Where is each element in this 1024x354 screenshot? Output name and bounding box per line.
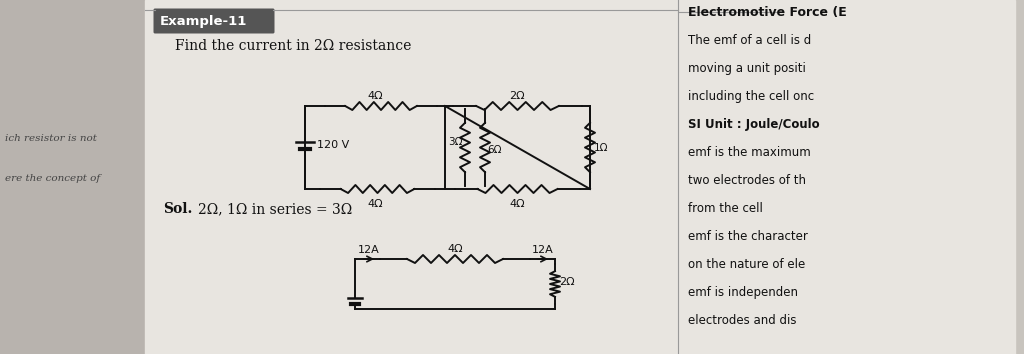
Bar <box>0 0 145 354</box>
Text: 1Ω: 1Ω <box>594 143 608 153</box>
Text: Example-11: Example-11 <box>160 15 248 28</box>
Text: electrodes and dis: electrodes and dis <box>688 314 797 327</box>
Bar <box>145 0 1015 354</box>
Text: ich resistor is not: ich resistor is not <box>5 134 97 143</box>
Text: 3Ω: 3Ω <box>449 137 463 147</box>
Text: 120 V: 120 V <box>317 140 349 150</box>
Text: 12A: 12A <box>358 245 380 255</box>
Text: 12A: 12A <box>532 245 554 255</box>
Text: ere the concept of: ere the concept of <box>5 174 100 183</box>
Text: emf is the character: emf is the character <box>688 230 808 243</box>
Text: on the nature of ele: on the nature of ele <box>688 258 805 271</box>
Text: Electromotive Force (E: Electromotive Force (E <box>688 6 847 19</box>
Text: from the cell: from the cell <box>688 202 763 215</box>
FancyBboxPatch shape <box>154 8 274 34</box>
Text: two electrodes of th: two electrodes of th <box>688 174 806 187</box>
Text: Sol.: Sol. <box>163 202 193 216</box>
Text: Find the current in 2Ω resistance: Find the current in 2Ω resistance <box>175 39 412 53</box>
Text: moving a unit positi: moving a unit positi <box>688 62 806 75</box>
Text: emf is independen: emf is independen <box>688 286 798 299</box>
Text: The emf of a cell is d: The emf of a cell is d <box>688 34 811 47</box>
Text: SI Unit : Joule/Coulo: SI Unit : Joule/Coulo <box>688 118 819 131</box>
Text: 4Ω: 4Ω <box>509 199 525 209</box>
Text: 6Ω: 6Ω <box>487 145 502 155</box>
Text: 4Ω: 4Ω <box>368 91 383 101</box>
Text: 2Ω: 2Ω <box>559 277 574 287</box>
Text: including the cell onc: including the cell onc <box>688 90 814 103</box>
Text: 2Ω, 1Ω in series = 3Ω: 2Ω, 1Ω in series = 3Ω <box>198 202 352 216</box>
Text: 2Ω: 2Ω <box>509 91 525 101</box>
Text: 4Ω: 4Ω <box>368 199 383 209</box>
Text: 4Ω: 4Ω <box>447 244 463 254</box>
Text: emf is the maximum: emf is the maximum <box>688 146 811 159</box>
